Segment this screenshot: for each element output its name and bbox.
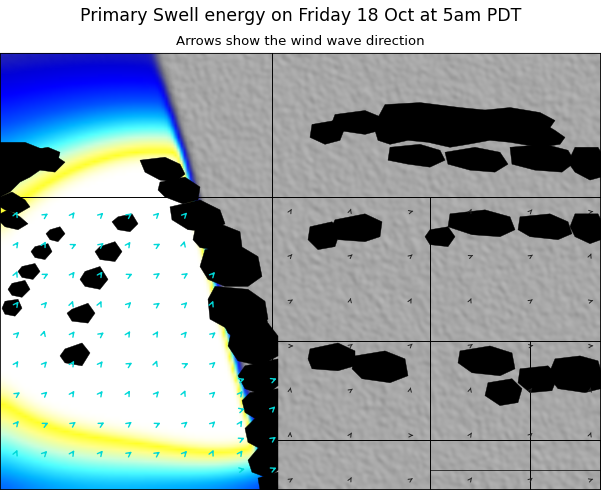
Polygon shape (310, 121, 345, 145)
Polygon shape (193, 224, 242, 251)
Polygon shape (248, 445, 278, 478)
Polygon shape (308, 222, 340, 249)
Polygon shape (332, 111, 382, 134)
Polygon shape (242, 389, 278, 422)
Polygon shape (425, 227, 455, 246)
Polygon shape (170, 200, 225, 232)
Polygon shape (548, 356, 601, 392)
Polygon shape (31, 244, 52, 260)
Polygon shape (518, 366, 558, 392)
Polygon shape (388, 145, 445, 167)
Polygon shape (30, 147, 60, 164)
Polygon shape (158, 177, 200, 204)
Polygon shape (238, 359, 278, 395)
Polygon shape (375, 102, 565, 147)
Polygon shape (352, 351, 408, 383)
Polygon shape (510, 145, 575, 172)
Polygon shape (67, 303, 95, 323)
Polygon shape (330, 214, 382, 242)
Polygon shape (112, 214, 138, 232)
Text: Arrows show the wind wave direction: Arrows show the wind wave direction (176, 35, 425, 48)
Polygon shape (478, 108, 555, 132)
Polygon shape (245, 416, 278, 450)
Polygon shape (80, 267, 108, 289)
Polygon shape (208, 286, 268, 329)
Polygon shape (485, 379, 522, 406)
Polygon shape (200, 245, 262, 286)
Polygon shape (0, 192, 30, 214)
Polygon shape (140, 157, 185, 182)
Polygon shape (448, 210, 515, 237)
Polygon shape (2, 299, 22, 316)
Polygon shape (8, 280, 30, 297)
Polygon shape (18, 264, 40, 279)
Polygon shape (568, 147, 601, 180)
Polygon shape (95, 242, 122, 262)
Polygon shape (228, 323, 278, 366)
Text: Primary Swell energy on Friday 18 Oct at 5am PDT: Primary Swell energy on Friday 18 Oct at… (80, 7, 521, 25)
Polygon shape (0, 210, 28, 230)
Polygon shape (518, 214, 572, 240)
Polygon shape (445, 147, 508, 172)
Polygon shape (258, 472, 278, 490)
Polygon shape (0, 142, 65, 197)
Polygon shape (458, 346, 515, 376)
Polygon shape (60, 343, 90, 366)
Polygon shape (308, 343, 355, 371)
Polygon shape (570, 214, 601, 244)
Polygon shape (46, 227, 65, 242)
Polygon shape (222, 303, 270, 343)
